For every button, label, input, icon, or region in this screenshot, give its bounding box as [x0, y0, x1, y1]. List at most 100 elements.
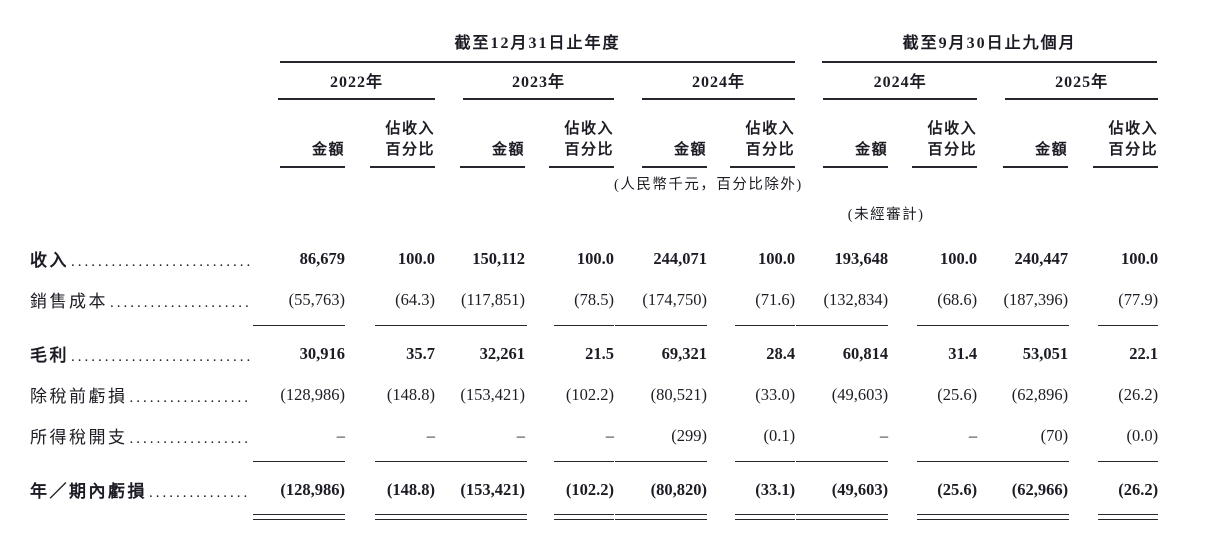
- cell-value: 86,679: [299, 248, 345, 268]
- table-row-cost-of-sales: 銷售成本 (55,763) (64.3) (117,851) (78.5) (1…: [0, 279, 1216, 320]
- cell-value: –: [336, 425, 345, 445]
- cell-value: (80,521): [650, 384, 707, 404]
- group-header-annual-cell: 截至12月31日止年度: [250, 0, 796, 63]
- cell-value: (174,750): [642, 289, 707, 309]
- cell-value: 60,814: [842, 343, 889, 363]
- header-rule: [370, 166, 435, 168]
- cell-value: (80,820): [650, 479, 707, 499]
- dot-leader: [149, 485, 250, 502]
- cell-value: (128,986): [280, 479, 345, 499]
- row-label: 銷售成本: [30, 292, 108, 311]
- cell-value: (33.1): [755, 479, 796, 499]
- cell-value: –: [879, 425, 889, 445]
- cell-value: (153,421): [460, 479, 525, 499]
- cell-value: (148.8): [386, 384, 435, 404]
- amount-header: 金額: [491, 142, 525, 158]
- cell-value: (62,896): [1011, 384, 1069, 404]
- cell-value: (49,603): [831, 479, 889, 499]
- table-row-gross-profit: 毛利 30,916 35.7 32,261 21.5 69,321 28.4 6…: [0, 333, 1216, 374]
- pct-header: 佔收入 百分比: [745, 121, 796, 158]
- cell-value: (71.6): [755, 289, 796, 309]
- cell-value: –: [426, 425, 435, 445]
- row-label: 所得稅開支: [30, 428, 128, 447]
- cell-value: 22.1: [1129, 343, 1159, 363]
- cell-value: (68.6): [937, 289, 978, 309]
- cell-value: (128,986): [280, 384, 345, 404]
- header-rule: [549, 166, 614, 168]
- cell-value: (25.6): [937, 384, 978, 404]
- cell-value: (77.9): [1118, 289, 1159, 309]
- single-rule-row: [0, 320, 1216, 333]
- double-rule-row: [0, 510, 1216, 524]
- row-label: 毛利: [30, 346, 69, 365]
- cell-value: 30,916: [299, 343, 345, 363]
- cell-value: 69,321: [661, 343, 707, 363]
- year-header-row: 2022年 2023年 2024年 2024年 2025年: [0, 63, 1216, 100]
- amount-header: 金額: [855, 142, 889, 158]
- cell-value: (102.2): [565, 479, 614, 499]
- amount-header: 金額: [311, 142, 345, 158]
- dot-leader: [71, 349, 250, 366]
- cell-value: 244,071: [653, 248, 707, 268]
- cell-value: (49,603): [831, 384, 889, 404]
- amount-header: 金額: [1035, 142, 1069, 158]
- cell-value: (62,966): [1011, 479, 1069, 499]
- cell-value: 31.4: [948, 343, 978, 363]
- currency-note-row: (人民幣千元，百分比除外): [0, 168, 1216, 198]
- unaudited-note-row: (未經審計): [0, 198, 1216, 228]
- header-rule: [1003, 166, 1069, 168]
- header-rule: [1093, 166, 1159, 168]
- cell-value: 100.0: [397, 248, 435, 268]
- cell-value: (0.1): [763, 425, 796, 445]
- header-rule: [280, 166, 345, 168]
- cell-value: –: [968, 425, 978, 445]
- subheader-row: 金額 佔收入 百分比 金額 佔收入 百分比 金額 佔收入 百分比 金額 佔收入 百分比 …: [0, 100, 1216, 168]
- cell-value: –: [516, 425, 525, 445]
- cell-value: 53,051: [1022, 343, 1069, 363]
- cell-value: 150,112: [472, 248, 525, 268]
- group-header-row: 截至12月31日止年度 截至9月30日止九個月: [0, 0, 1216, 63]
- cell-value: 240,447: [1014, 248, 1069, 268]
- dot-leader: [130, 431, 251, 448]
- cell-value: (187,396): [1003, 289, 1069, 309]
- cell-value: (25.6): [937, 479, 978, 499]
- cell-value: (132,834): [823, 289, 889, 309]
- table-row-loss-before-tax: 除稅前虧損 (128,986) (148.8) (153,421) (102.2…: [0, 374, 1216, 415]
- single-rule-row: [0, 456, 1216, 469]
- cell-value: –: [605, 425, 614, 445]
- cell-value: (78.5): [574, 289, 614, 309]
- cell-value: 35.7: [406, 343, 435, 363]
- cell-value: (64.3): [395, 289, 435, 309]
- cell-value: 100.0: [757, 248, 796, 268]
- cell-value: 100.0: [1120, 248, 1159, 268]
- cell-value: (0.0): [1126, 425, 1159, 445]
- header-rule: [730, 166, 796, 168]
- dot-leader: [110, 295, 250, 312]
- currency-note: (人民幣千元，百分比除外): [614, 176, 803, 193]
- cell-value: 193,648: [834, 248, 889, 268]
- cell-value: 28.4: [766, 343, 796, 363]
- amount-header: 金額: [673, 142, 707, 158]
- dot-leader: [130, 390, 251, 407]
- cell-value: 21.5: [585, 343, 614, 363]
- cell-value: (33.0): [755, 384, 796, 404]
- table-row-loss-for-period: 年／期內虧損 (128,986) (148.8) (153,421) (102.…: [0, 469, 1216, 510]
- year-label-2025: 2025年: [1005, 68, 1159, 100]
- dot-leader: [71, 254, 250, 271]
- cell-value: (299): [671, 425, 707, 445]
- header-rule: [460, 166, 525, 168]
- table-row-income-tax-expense: 所得稅開支 – – – – (299) (0.1) – – (70) (0.0): [0, 415, 1216, 456]
- cell-value: (148.8): [386, 479, 435, 499]
- pct-header: 佔收入 百分比: [564, 121, 614, 158]
- header-rule: [823, 166, 889, 168]
- row-label: 收入: [30, 251, 69, 270]
- row-label: 除稅前虧損: [30, 387, 128, 406]
- cell-value: 100.0: [576, 248, 614, 268]
- cell-value: (102.2): [565, 384, 614, 404]
- cell-value: (70): [1040, 425, 1069, 445]
- group-header-ninemonth: 截至9月30日止九個月: [822, 29, 1158, 63]
- cell-value: (117,851): [460, 289, 525, 309]
- unaudited-note: (未經審計): [847, 206, 925, 223]
- row-label: 年／期內虧損: [30, 482, 147, 501]
- cell-value: (55,763): [288, 289, 345, 309]
